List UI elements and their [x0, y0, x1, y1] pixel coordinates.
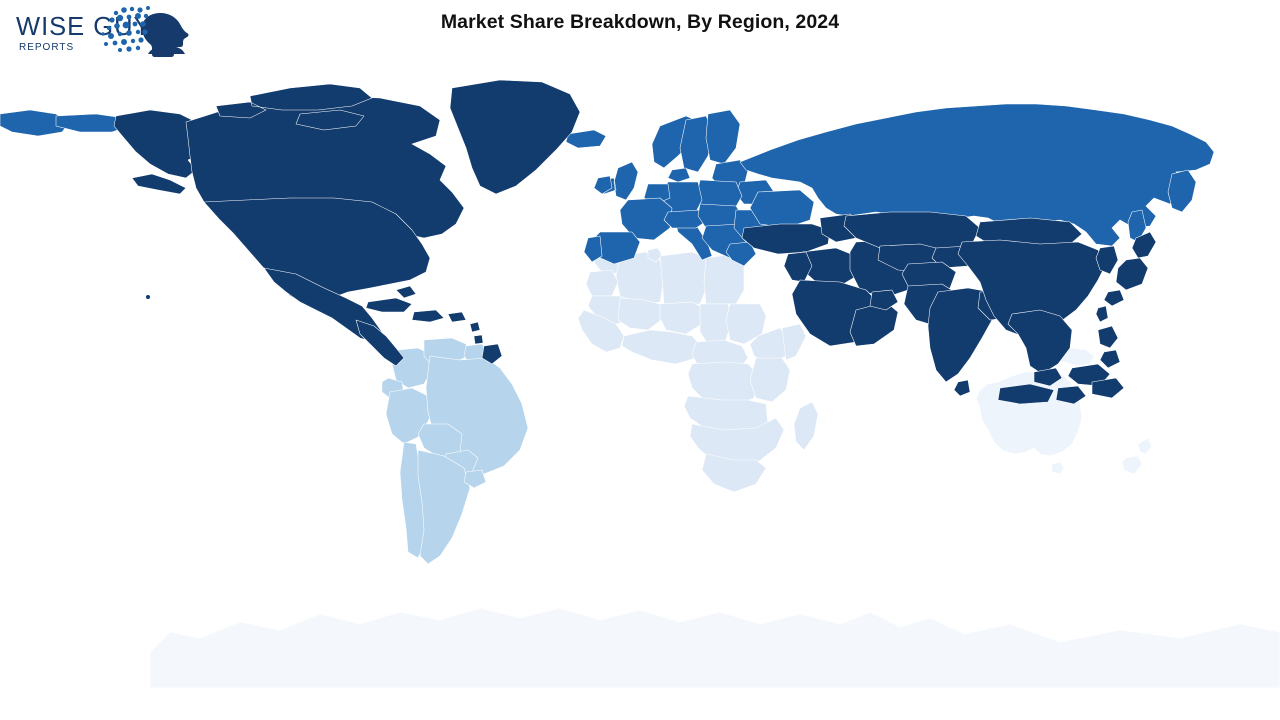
country-sweden — [680, 116, 714, 172]
country-taiwan — [1096, 306, 1108, 322]
country-french-guiana — [482, 344, 502, 364]
region-asia-pacific — [844, 212, 1156, 404]
logo-dots-icon — [101, 6, 150, 52]
country-korea — [1096, 246, 1118, 274]
country-finland — [706, 110, 740, 164]
page-title: Market Share Breakdown, By Region, 2024 — [440, 11, 840, 33]
country-portugal — [584, 236, 602, 262]
country-new-zealand — [1122, 438, 1152, 474]
country-chad — [700, 304, 732, 344]
country-ukraine — [750, 190, 814, 228]
country-somalia — [782, 324, 806, 360]
country-denmark — [668, 168, 690, 182]
country-lesser-antilles — [470, 322, 483, 344]
country-kamchatka — [1168, 170, 1196, 212]
region-north-america — [114, 80, 580, 366]
country-ireland — [594, 176, 612, 194]
region-middle-east — [742, 214, 922, 346]
island-speck-icon — [146, 295, 150, 299]
country-gulf-states — [870, 290, 898, 310]
country-west-africa-coast — [578, 310, 624, 352]
country-central-america — [356, 320, 404, 366]
region-south-america — [382, 338, 528, 564]
country-sudan — [726, 304, 766, 344]
head-profile-icon — [142, 13, 189, 57]
country-aleutian-islands — [132, 174, 186, 194]
country-united-states — [204, 198, 430, 304]
country-south-africa — [702, 454, 766, 492]
country-turkey — [742, 224, 830, 254]
country-tunisia — [648, 248, 662, 262]
region-oceania — [976, 348, 1152, 474]
region-russia — [0, 104, 1214, 246]
country-mali — [618, 298, 664, 330]
country-philippines — [1098, 326, 1120, 368]
country-sri-lanka — [954, 380, 970, 396]
country-western-sahara — [586, 270, 618, 296]
country-tasmania — [1052, 462, 1064, 474]
country-indochina — [1008, 310, 1072, 374]
country-chukotka-wrap — [0, 110, 70, 136]
logo-svg: WISE GUY REPORTS — [16, 6, 189, 57]
country-libya — [660, 252, 708, 304]
country-antarctica — [150, 608, 1280, 688]
country-madagascar — [794, 402, 818, 450]
country-nigeria — [622, 330, 700, 364]
region-antarctica — [150, 608, 1280, 688]
country-iceland — [566, 130, 606, 148]
world-choropleth-map: North America Asia Pacific Europe South … — [0, 52, 1280, 720]
country-niger — [660, 302, 702, 334]
country-bahamas — [396, 286, 416, 298]
logo-subtitle: REPORTS — [19, 42, 74, 53]
country-japan — [1104, 232, 1156, 306]
country-argentina — [418, 450, 470, 564]
country-uruguay — [464, 470, 486, 488]
country-caribbean-islands — [412, 310, 466, 322]
country-greenland — [450, 80, 580, 194]
wise-guy-reports-logo: WISE GUY REPORTS — [8, 4, 208, 60]
region-europe — [566, 110, 814, 266]
country-east-africa — [750, 358, 790, 402]
country-russia — [740, 104, 1214, 246]
country-indonesia — [998, 378, 1124, 404]
country-canadian-arctic — [216, 84, 372, 130]
country-malaysia — [1034, 364, 1110, 386]
world-map-svg: North America Asia Pacific Europe South … — [0, 52, 1280, 720]
country-levant — [784, 252, 812, 282]
region-africa — [578, 248, 818, 492]
country-france — [620, 198, 672, 240]
country-cuba — [366, 298, 412, 312]
